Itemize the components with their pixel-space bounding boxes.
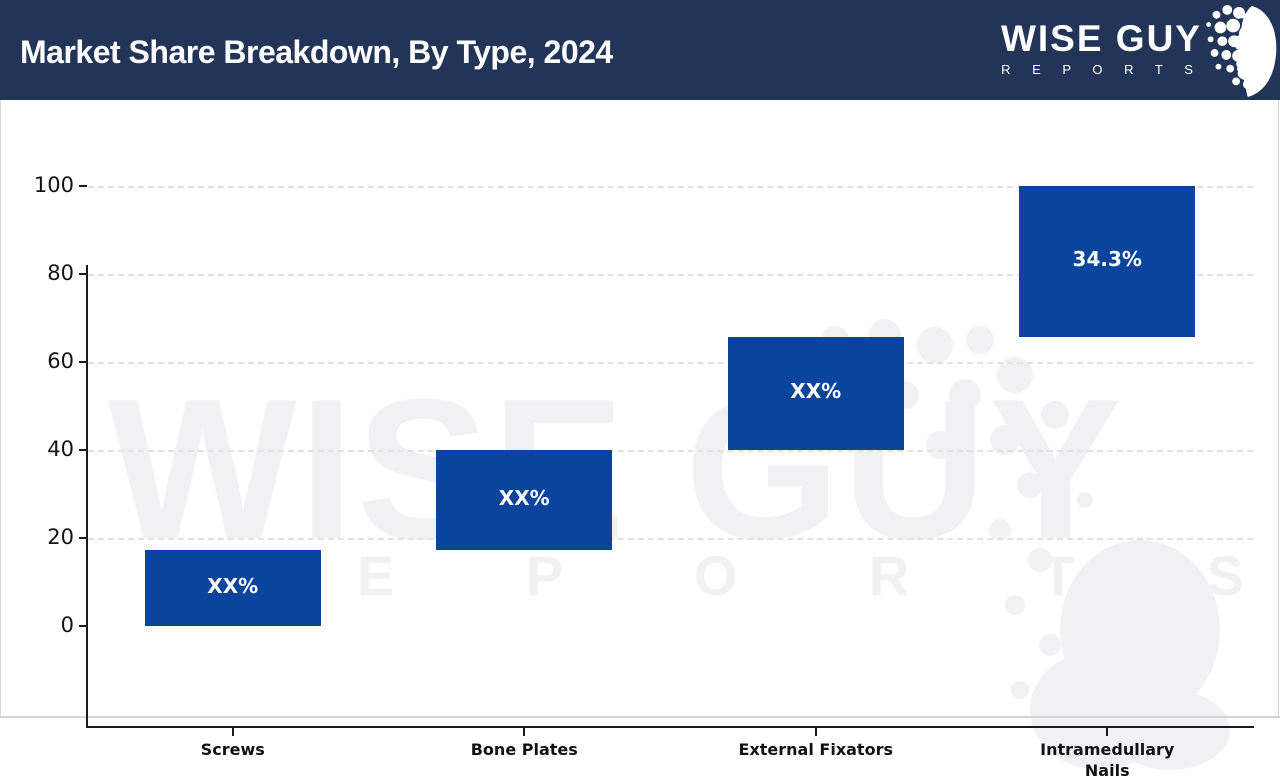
x-category-label-intramedullary-nails: Intramedullary Nails: [1040, 740, 1175, 780]
x-axis-line: [86, 726, 1254, 728]
y-tick-mark: [79, 537, 87, 539]
x-category-label-screws: Screws: [200, 740, 265, 759]
y-tick-label: 60: [47, 349, 74, 373]
x-tick-mark: [814, 728, 817, 736]
x-category-label-external-fixators: External Fixators: [738, 740, 893, 759]
chart-area: WISE GUY R E P O R T S 0 20 40 60 80 100 XX% Sc…: [0, 100, 1280, 780]
right-border-line: [1278, 100, 1279, 718]
x-tick-mark: [231, 728, 234, 736]
bar-external-fixators: [727, 336, 904, 450]
y-tick-mark: [79, 449, 87, 451]
face-dots-logo-icon: [1206, 4, 1277, 98]
left-border-line: [0, 100, 1, 718]
logo-wordmark: WISE GUY: [1000, 18, 1202, 59]
x-tick-mark: [523, 728, 526, 736]
bar-bone-plates: [436, 450, 613, 551]
y-tick-mark: [79, 625, 87, 627]
x-category-label-bone-plates: Bone Plates: [470, 740, 578, 759]
wise-guy-logo: WISE GUY R E P O R T S: [1000, 18, 1202, 77]
bar-value-label-screws: XX%: [207, 574, 259, 599]
y-tick-label: 20: [47, 525, 74, 549]
page-title: Market Share Breakdown, By Type, 2024: [20, 34, 613, 70]
bar-intramedullary-nails: [1019, 186, 1196, 337]
gridline-y80: [88, 274, 1253, 276]
y-tick-label: 40: [47, 437, 74, 461]
bar-value-label-bone-plates: XX%: [498, 486, 550, 511]
gridline-y100: [88, 186, 1253, 188]
bar-value-label-external-fixators: XX%: [790, 379, 842, 404]
y-tick-mark: [79, 361, 87, 363]
gridline-y20: [88, 538, 1253, 540]
y-axis-line: [86, 265, 88, 728]
y-tick-label: 80: [47, 261, 74, 285]
y-tick-label: 0: [60, 613, 74, 637]
header-bar: Market Share Breakdown, By Type, 2024 WI…: [0, 0, 1280, 100]
y-tick-mark: [79, 273, 87, 275]
logo-subtitle: R E P O R T S: [1001, 61, 1202, 77]
bar-value-label-intramedullary-nails: 34.3%: [1072, 247, 1142, 272]
gridline-y60: [88, 362, 1253, 364]
gridline-y40: [88, 450, 1253, 452]
bar-screws: [144, 550, 321, 626]
bottom-border-line: [0, 716, 1280, 718]
y-tick-mark: [79, 185, 87, 187]
x-tick-mark: [1106, 728, 1109, 736]
y-tick-label: 100: [33, 173, 74, 197]
